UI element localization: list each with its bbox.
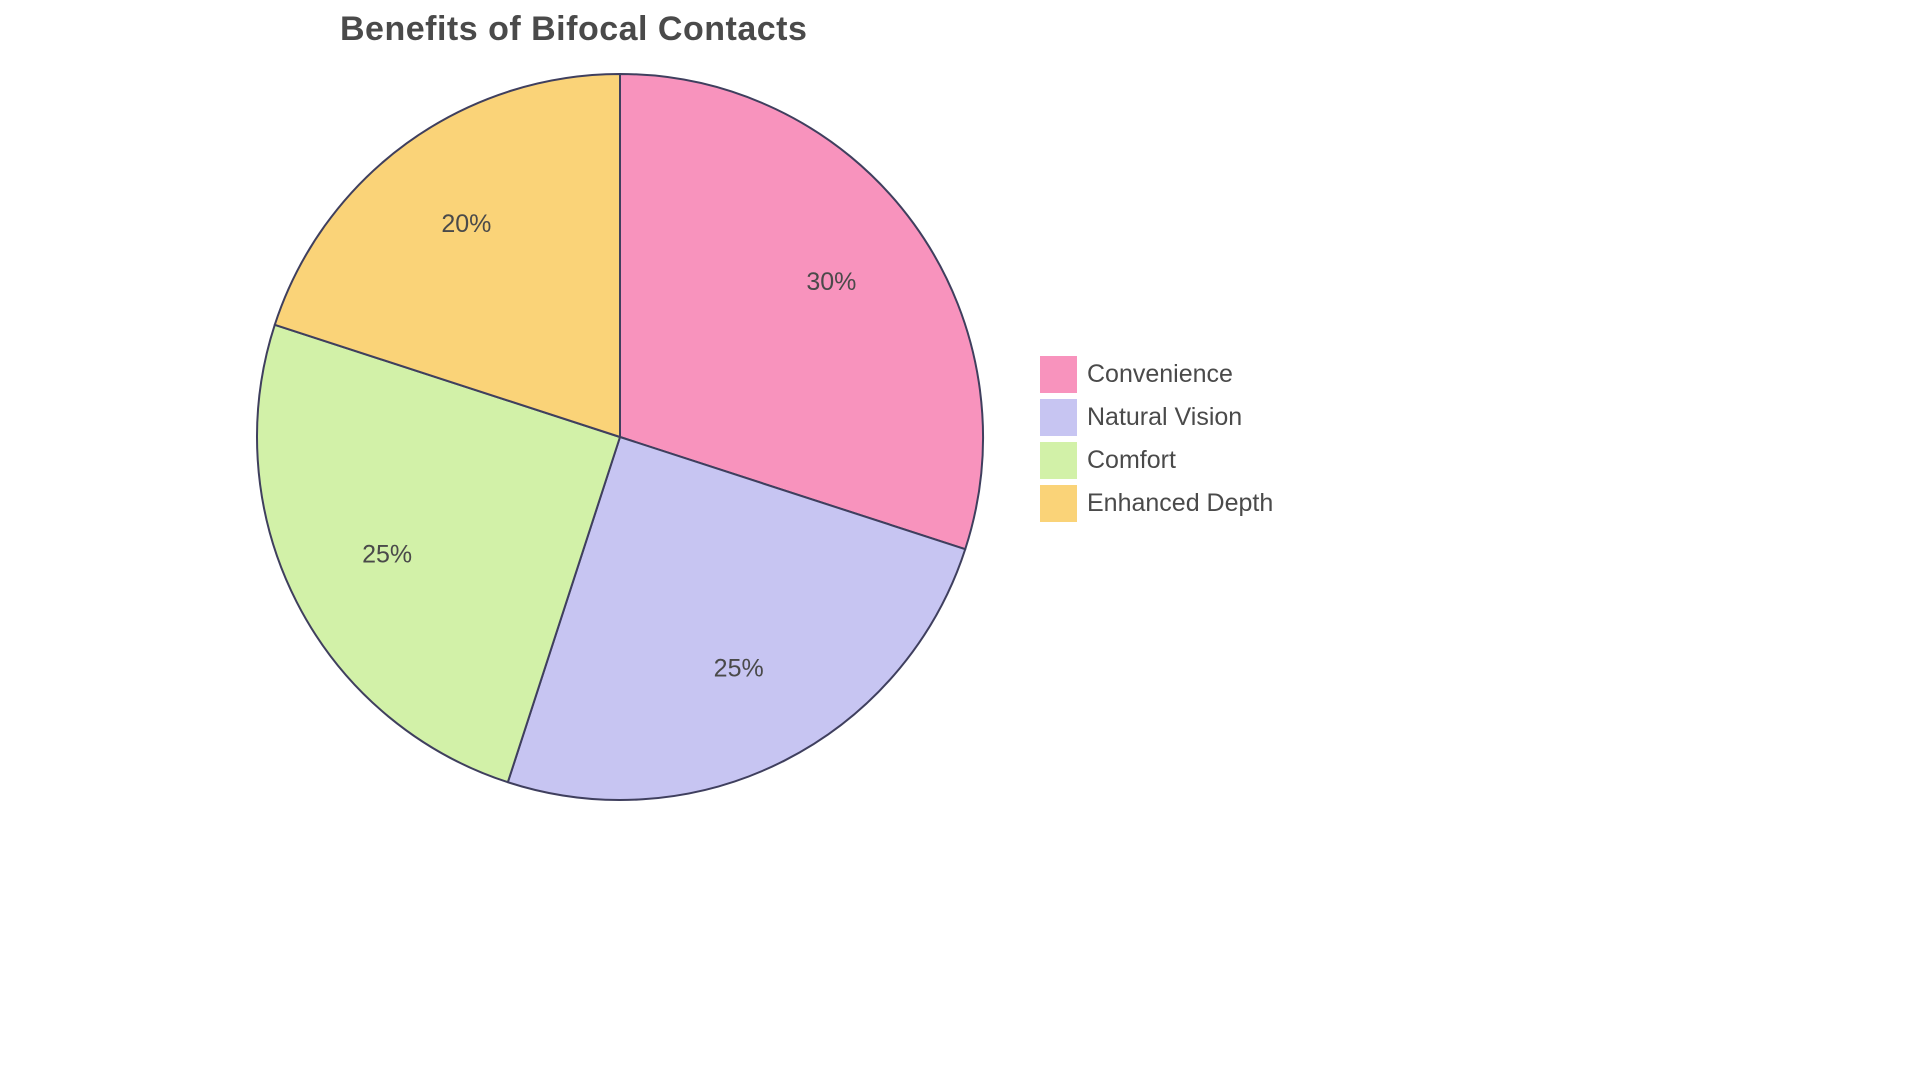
legend-swatch <box>1040 399 1077 436</box>
legend-item-comfort: Comfort <box>1040 439 1273 482</box>
legend-item-natural-vision: Natural Vision <box>1040 396 1273 439</box>
legend-label: Natural Vision <box>1087 403 1243 431</box>
slice-value-label-enhanced-depth: 20% <box>441 210 491 238</box>
chart-title: Benefits of Bifocal Contacts <box>340 10 808 48</box>
pie-slice-enhanced-depth <box>273 73 621 438</box>
pie-slice-natural-vision <box>506 436 967 801</box>
legend-item-convenience: Convenience <box>1040 353 1273 396</box>
slice-value-label-convenience: 30% <box>806 268 856 296</box>
legend-label: Convenience <box>1087 360 1233 388</box>
slice-value-label-natural-vision: 25% <box>714 655 764 683</box>
legend-label: Comfort <box>1087 446 1176 474</box>
legend-item-enhanced-depth: Enhanced Depth <box>1040 482 1273 525</box>
pie-slice-comfort <box>256 323 621 784</box>
legend-label: Enhanced Depth <box>1087 489 1274 517</box>
pie-slice-convenience <box>619 73 984 551</box>
legend-swatch <box>1040 442 1077 479</box>
legend-swatch <box>1040 485 1077 522</box>
slice-value-label-comfort: 25% <box>362 540 412 568</box>
legend: Convenience Natural Vision Comfort Enhanced… <box>1040 353 1273 525</box>
legend-swatch <box>1040 356 1077 393</box>
